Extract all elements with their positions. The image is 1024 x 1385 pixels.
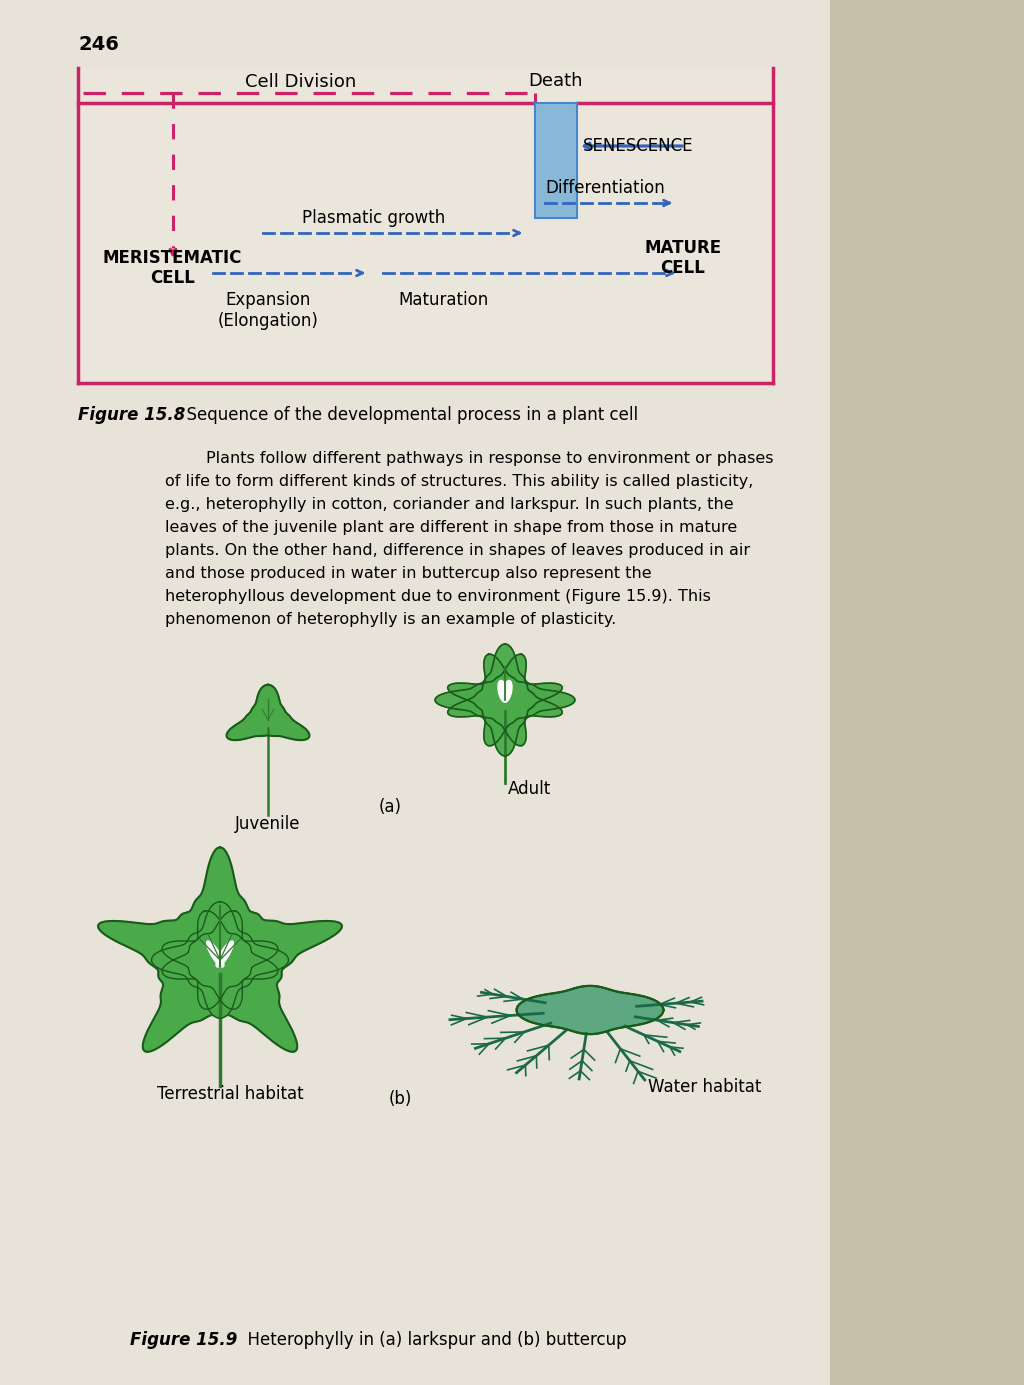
Text: e.g., heterophylly in cotton, coriander and larkspur. In such plants, the: e.g., heterophylly in cotton, coriander …	[165, 497, 733, 512]
Ellipse shape	[207, 940, 224, 967]
Polygon shape	[162, 911, 278, 1010]
Text: Cell Division: Cell Division	[245, 73, 356, 91]
Bar	[78, 68, 773, 384]
Text: Sequence of the developmental process in a plant cell: Sequence of the developmental process in…	[176, 406, 638, 424]
Polygon shape	[152, 902, 289, 1018]
Text: Heterophylly in (a) larkspur and (b) buttercup: Heterophylly in (a) larkspur and (b) but…	[237, 1331, 627, 1349]
Text: and those produced in water in buttercup also represent the: and those produced in water in buttercup…	[165, 566, 651, 580]
Bar	[0, 0, 830, 1385]
Text: Water habitat: Water habitat	[648, 1078, 762, 1096]
Text: Differentiation: Differentiation	[545, 179, 665, 197]
Text: of life to form different kinds of structures. This ability is called plasticity: of life to form different kinds of struc…	[165, 474, 754, 489]
Polygon shape	[226, 684, 309, 740]
Text: MATURE
CELL: MATURE CELL	[644, 238, 722, 277]
Text: Adult: Adult	[508, 780, 552, 798]
Polygon shape	[435, 644, 574, 756]
Polygon shape	[517, 986, 664, 1035]
Polygon shape	[98, 848, 342, 1051]
Text: Figure 15.9: Figure 15.9	[130, 1331, 238, 1349]
Text: (a): (a)	[379, 798, 401, 816]
Text: leaves of the juvenile plant are different in shape from those in mature: leaves of the juvenile plant are differe…	[165, 519, 737, 535]
Text: heterophyllous development due to environment (Figure 15.9). This: heterophyllous development due to enviro…	[165, 589, 711, 604]
Text: Expansion
(Elongation): Expansion (Elongation)	[217, 291, 318, 330]
Text: phenomenon of heterophylly is an example of plasticity.: phenomenon of heterophylly is an example…	[165, 612, 616, 627]
Bar	[535, 102, 577, 217]
Text: Figure 15.8: Figure 15.8	[78, 406, 185, 424]
Ellipse shape	[503, 680, 512, 702]
Polygon shape	[162, 911, 278, 1010]
Text: MERISTEMATIC
CELL: MERISTEMATIC CELL	[103, 248, 243, 288]
Text: Maturation: Maturation	[398, 291, 488, 309]
Text: SENESCENCE: SENESCENCE	[583, 137, 693, 155]
Ellipse shape	[498, 680, 508, 702]
Text: Plasmatic growth: Plasmatic growth	[302, 209, 445, 227]
Text: (b): (b)	[388, 1090, 412, 1108]
Polygon shape	[447, 654, 562, 747]
Text: Death: Death	[528, 72, 584, 90]
Text: Plants follow different pathways in response to environment or phases: Plants follow different pathways in resp…	[165, 452, 773, 465]
Ellipse shape	[216, 940, 233, 967]
Text: Juvenile: Juvenile	[236, 814, 301, 832]
Polygon shape	[447, 654, 562, 747]
Text: Terrestrial habitat: Terrestrial habitat	[157, 1084, 303, 1102]
Text: 246: 246	[78, 35, 119, 54]
Text: plants. On the other hand, difference in shapes of leaves produced in air: plants. On the other hand, difference in…	[165, 543, 751, 558]
